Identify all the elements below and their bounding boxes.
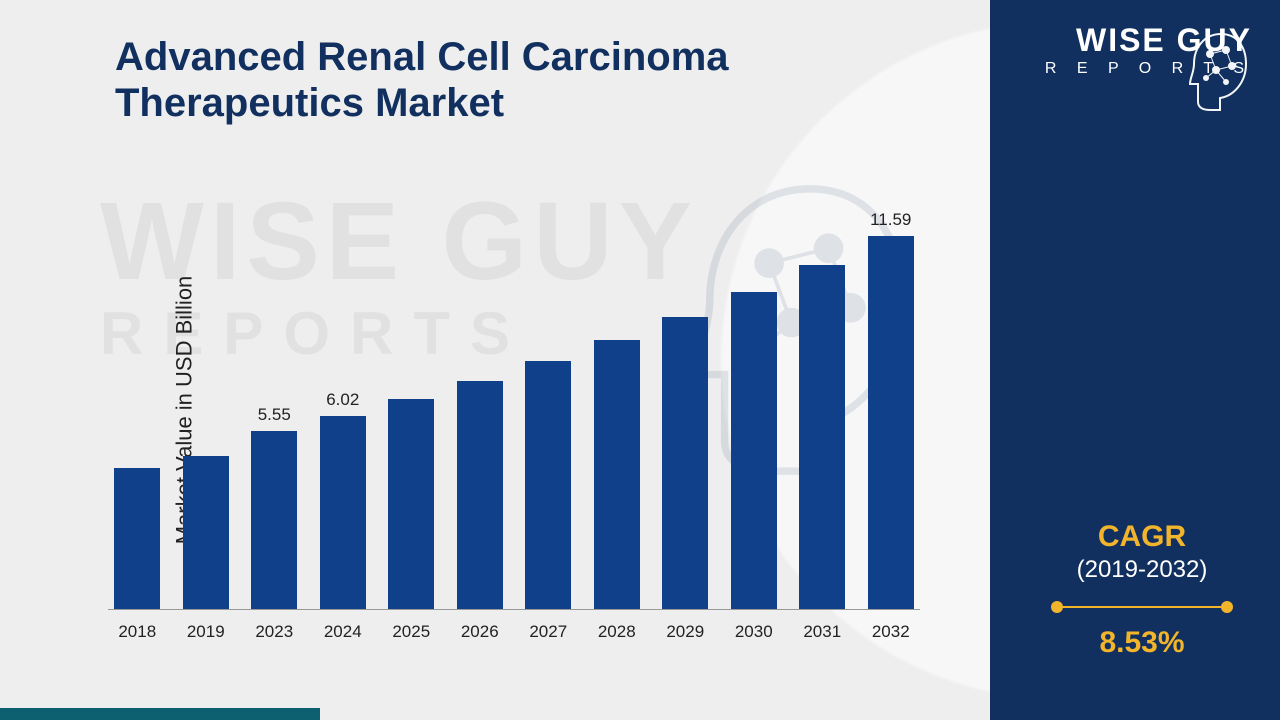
- chart-title: Advanced Renal Cell Carcinoma Therapeuti…: [115, 34, 835, 126]
- x-axis-labels: 2018 2019 2023 2024 2025 2026 2027 2028 2029 2030…: [108, 622, 920, 642]
- bar-wrap: [729, 266, 780, 610]
- x-tick-label: 2030: [729, 622, 780, 642]
- x-tick-label: 2025: [386, 622, 437, 642]
- x-tick-label: 2018: [112, 622, 163, 642]
- bar-chart: Market Value in USD Billion 5.556.0211.5…: [60, 160, 920, 660]
- x-tick-label: 2032: [866, 622, 917, 642]
- bar-value-label: 5.55: [258, 405, 291, 425]
- bars-container: 5.55 6.02 11.59: [108, 160, 920, 610]
- x-tick-label: 2024: [318, 622, 369, 642]
- x-tick-label: 2027: [523, 622, 574, 642]
- bar-wrap: [112, 442, 163, 610]
- bar: [183, 456, 229, 610]
- bar-wrap: [386, 373, 437, 610]
- bar: [525, 361, 571, 610]
- x-tick-label: 2023: [249, 622, 300, 642]
- x-axis-line: [108, 609, 920, 610]
- bar: [799, 265, 845, 610]
- cagr-block: CAGR (2019-2032) 8.53%: [1032, 520, 1252, 660]
- cagr-label: CAGR: [1032, 520, 1252, 554]
- bar-wrap: [523, 335, 574, 610]
- bar-wrap: 5.55: [249, 405, 300, 610]
- bar: [594, 340, 640, 610]
- x-tick-label: 2029: [660, 622, 711, 642]
- logo-head-icon: [1186, 32, 1256, 112]
- bar: [457, 381, 503, 610]
- logo: WISE GUY R E P O R T S: [1012, 24, 1252, 78]
- bar: [662, 317, 708, 610]
- bar: [251, 431, 297, 610]
- bar-wrap: [660, 291, 711, 610]
- bar-wrap: [455, 355, 506, 610]
- bar: [114, 468, 160, 610]
- bar-wrap: [797, 239, 848, 610]
- cagr-range: (2019-2032): [1032, 556, 1252, 584]
- cagr-value: 8.53%: [1032, 626, 1252, 660]
- bottom-accent-strip: [0, 708, 320, 720]
- bar-wrap: 6.02: [318, 390, 369, 610]
- cagr-divider: [1057, 606, 1227, 608]
- x-tick-label: 2019: [181, 622, 232, 642]
- x-tick-label: 2028: [592, 622, 643, 642]
- bar: [868, 236, 914, 610]
- x-tick-label: 2031: [797, 622, 848, 642]
- bar: [320, 416, 366, 610]
- bar-value-label: 6.02: [326, 390, 359, 410]
- bar: [388, 399, 434, 610]
- plot-area: 5.55 6.02 11.59: [108, 160, 920, 610]
- page: WISE GUY R E P O R T S CAGR (2019-2032) …: [0, 0, 1280, 720]
- bar-wrap: [181, 430, 232, 610]
- bar-value-label: 11.59: [870, 210, 911, 230]
- x-tick-label: 2026: [455, 622, 506, 642]
- bar: [731, 292, 777, 610]
- bar-wrap: 11.59: [866, 210, 917, 610]
- bar-wrap: [592, 314, 643, 610]
